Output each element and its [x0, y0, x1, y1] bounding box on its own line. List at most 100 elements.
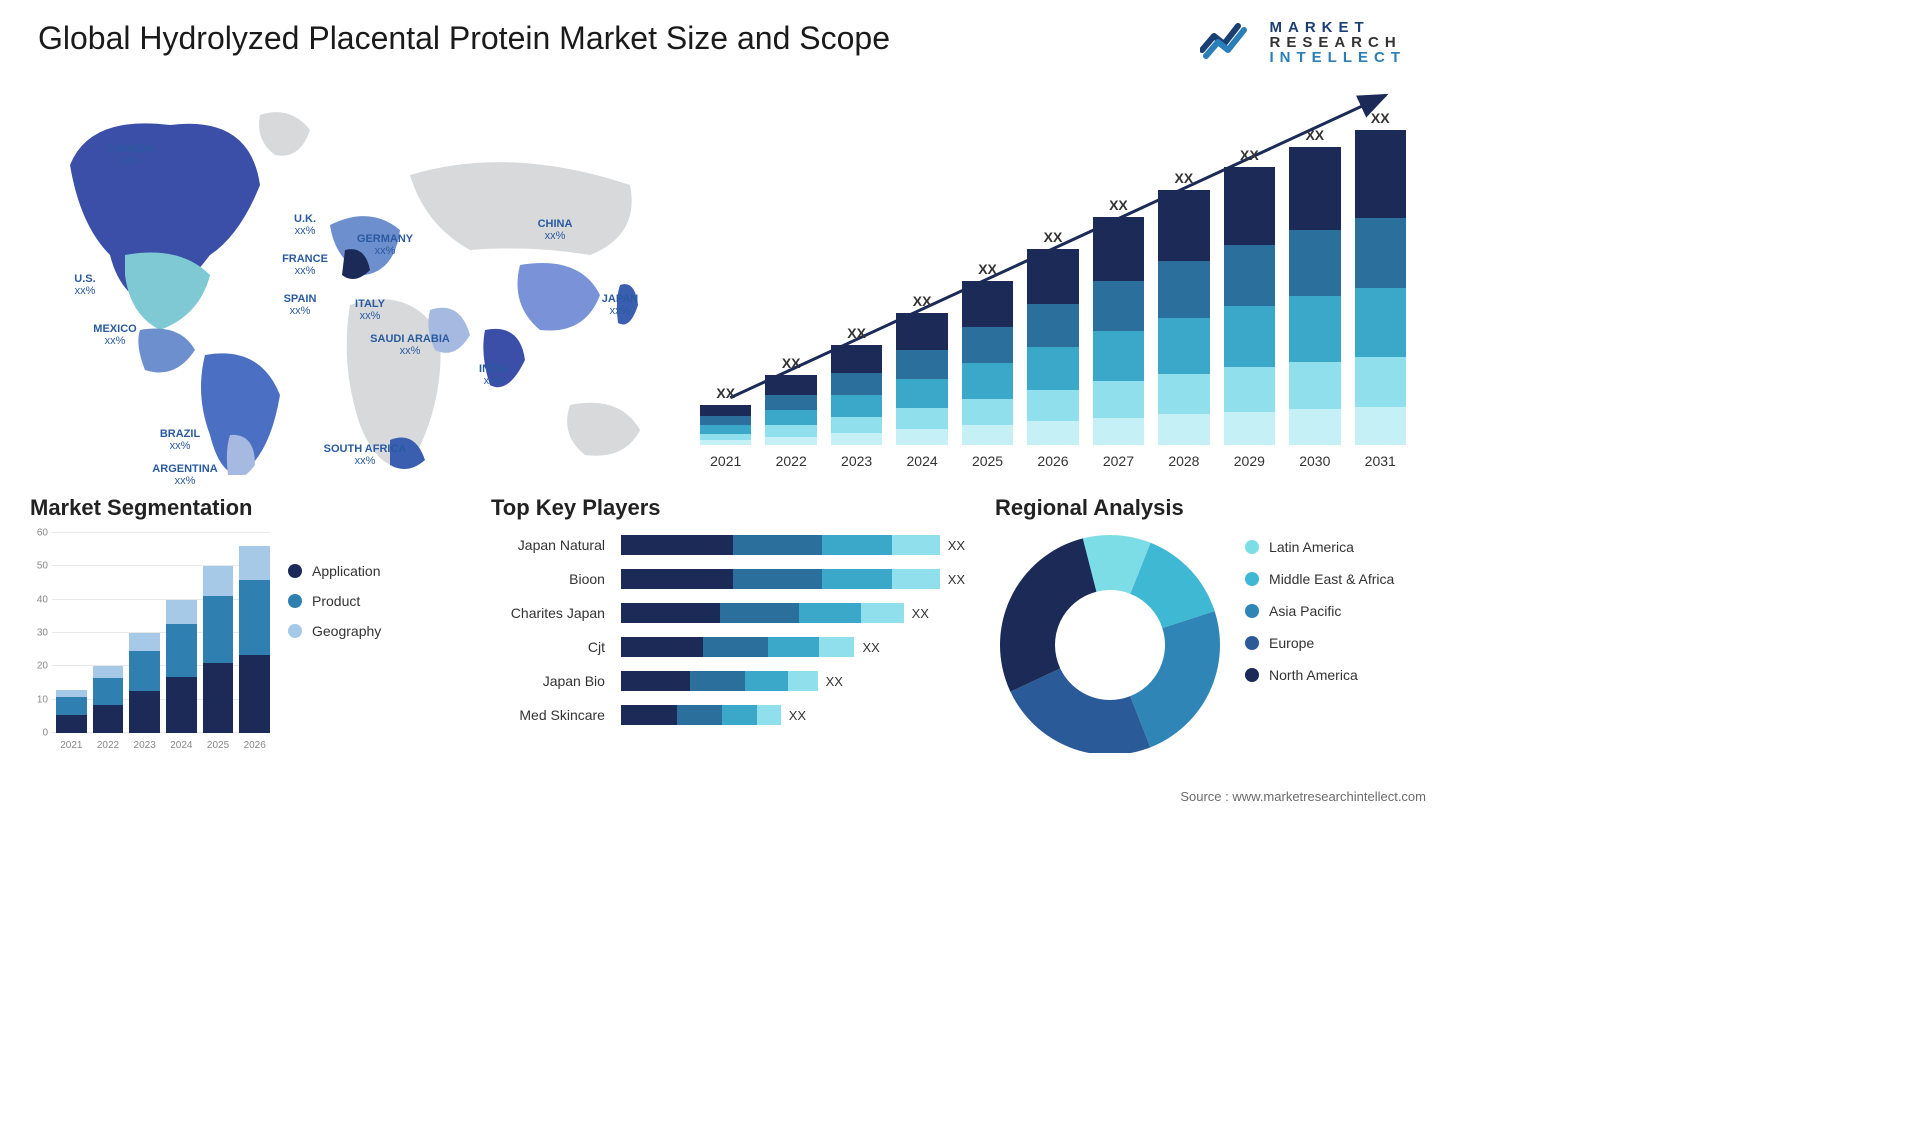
main-bar-col: XX — [896, 293, 947, 445]
donut-slice — [1000, 538, 1096, 691]
player-bar-seg — [621, 603, 720, 623]
player-bar-seg — [892, 535, 940, 555]
main-bar-seg — [962, 399, 1013, 425]
seg-y-tick: 40 — [37, 594, 48, 605]
player-bar-seg — [621, 705, 677, 725]
player-bar-seg — [677, 705, 722, 725]
seg-legend-item: Geography — [288, 623, 381, 639]
regional-legend-item: Asia Pacific — [1245, 603, 1394, 619]
regional-legend-item: North America — [1245, 667, 1394, 683]
main-bar — [962, 281, 1013, 445]
seg-y-tick: 10 — [37, 694, 48, 705]
player-bar-seg — [757, 705, 781, 725]
main-bar — [1158, 190, 1209, 445]
legend-dot-icon — [288, 594, 302, 608]
main-bar-value: XX — [782, 355, 801, 371]
seg-legend-item: Product — [288, 593, 381, 609]
seg-year-label: 2026 — [244, 740, 266, 751]
top-row: CANADAxx%U.S.xx%MEXICOxx%BRAZILxx%ARGENT… — [30, 75, 1426, 475]
main-bar — [765, 375, 816, 445]
seg-bar-seg — [166, 624, 197, 677]
main-bar-seg — [700, 440, 751, 445]
legend-dot-icon — [1245, 604, 1259, 618]
main-bar-seg — [1027, 304, 1078, 347]
main-bar-seg — [700, 425, 751, 434]
donut-svg — [995, 533, 1225, 753]
main-bar-seg — [765, 410, 816, 425]
player-bar-seg — [722, 705, 757, 725]
main-bar-seg — [1158, 261, 1209, 317]
main-bar-seg — [962, 425, 1013, 445]
seg-bar-seg — [93, 705, 124, 733]
regional-legend-item: Europe — [1245, 635, 1394, 651]
player-bar-wrap: XX — [621, 569, 965, 589]
main-bar-col: XX — [1224, 147, 1275, 445]
main-bar-seg — [765, 437, 816, 445]
seg-bar-seg — [129, 651, 160, 691]
map-label: SAUDI ARABIAxx% — [370, 333, 450, 357]
main-bar-year: 2029 — [1234, 453, 1265, 469]
main-bar-seg — [896, 350, 947, 379]
segmentation-bars-wrap: 0102030405060 202120222023202420252026 — [30, 533, 270, 753]
seg-bar-seg — [239, 580, 270, 655]
player-bar-seg — [621, 637, 703, 657]
player-bar-seg — [703, 637, 768, 657]
seg-bar — [93, 666, 124, 733]
infographic-page: Global Hydrolyzed Placental Protein Mark… — [0, 0, 1456, 816]
seg-bar-seg — [56, 715, 87, 733]
players-title: Top Key Players — [491, 495, 965, 521]
player-row: Med SkincareXX — [491, 703, 965, 727]
donut-slice — [1130, 611, 1220, 747]
legend-dot-icon — [1245, 636, 1259, 650]
main-bar-seg — [831, 433, 882, 445]
seg-y-tick: 60 — [37, 528, 48, 539]
main-bar-seg — [831, 373, 882, 395]
player-value: XX — [789, 708, 806, 723]
main-bar-seg — [962, 363, 1013, 399]
seg-year-label: 2023 — [134, 740, 156, 751]
main-bar-col: XX — [1289, 127, 1340, 445]
main-bar-value: XX — [1175, 170, 1194, 186]
player-bar-wrap: XX — [621, 671, 965, 691]
map-label: INDIAxx% — [479, 363, 509, 387]
player-bar-seg — [621, 535, 733, 555]
main-bar-year: 2022 — [776, 453, 807, 469]
world-map-svg — [30, 75, 670, 475]
player-bar-seg — [621, 671, 690, 691]
main-bar-seg — [1158, 374, 1209, 415]
legend-dot-icon — [288, 564, 302, 578]
seg-y-tick: 50 — [37, 561, 48, 572]
main-bar-seg — [1355, 407, 1406, 445]
seg-bar-seg — [166, 600, 197, 624]
map-label: SPAINxx% — [284, 293, 317, 317]
regional-chart: Latin AmericaMiddle East & AfricaAsia Pa… — [995, 533, 1426, 785]
main-bar-seg — [700, 405, 751, 416]
player-row: Bioon XX — [491, 567, 965, 591]
seg-bar-seg — [166, 677, 197, 733]
legend-dot-icon — [288, 624, 302, 638]
player-value: XX — [912, 606, 929, 621]
bottom-row: Market Segmentation 0102030405060 202120… — [30, 495, 1426, 785]
map-label: ITALYxx% — [355, 298, 385, 322]
main-bar-year: 2030 — [1299, 453, 1330, 469]
seg-year-label: 2021 — [60, 740, 82, 751]
main-bar-seg — [1289, 296, 1340, 362]
seg-legend-label: Application — [312, 563, 381, 579]
player-bar-seg — [788, 671, 817, 691]
player-bar — [621, 637, 854, 657]
seg-bar-seg — [93, 666, 124, 678]
main-bar — [1355, 130, 1406, 445]
player-value: XX — [826, 674, 843, 689]
player-bar-seg — [819, 637, 854, 657]
map-label: SOUTH AFRICAxx% — [324, 443, 407, 467]
world-map: CANADAxx%U.S.xx%MEXICOxx%BRAZILxx%ARGENT… — [30, 75, 670, 475]
map-label: ARGENTINAxx% — [152, 463, 217, 487]
main-bar — [831, 345, 882, 445]
main-bar-year: 2021 — [710, 453, 741, 469]
seg-legend-item: Application — [288, 563, 381, 579]
main-bar — [700, 405, 751, 445]
player-name: Japan Bio — [491, 673, 611, 689]
map-label: U.S.xx% — [74, 273, 95, 297]
main-bar-seg — [896, 408, 947, 429]
player-name: Bioon — [491, 571, 611, 587]
